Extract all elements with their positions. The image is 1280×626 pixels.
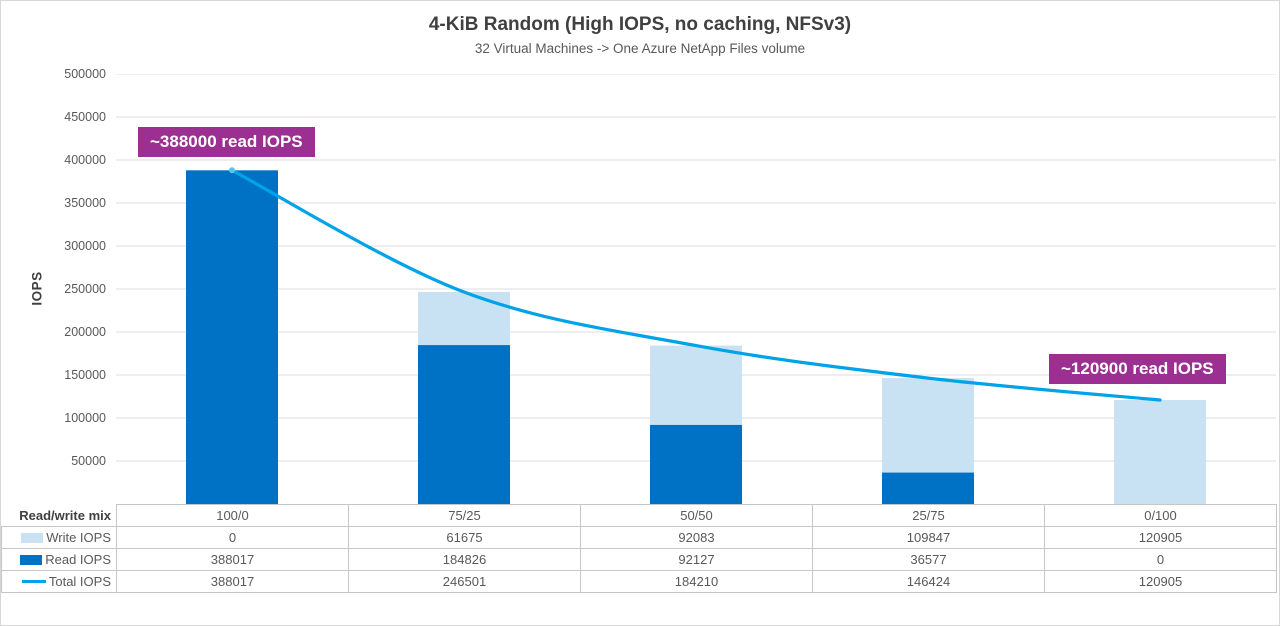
value-cell: 109847 — [812, 526, 1045, 549]
y-tick-label: 400000 — [64, 153, 106, 167]
value-cell: 146424 — [812, 570, 1045, 593]
value-cell: 61675 — [348, 526, 581, 549]
category-cell: 25/75 — [812, 504, 1045, 527]
read-iops-bar — [650, 424, 742, 504]
category-cell: 100/0 — [116, 504, 349, 527]
table-row-write-iops: Write IOPS 0 61675 92083 109847 120905 — [1, 526, 1277, 549]
table-row-total-iops: Total IOPS 388017 246501 184210 146424 1… — [1, 570, 1277, 593]
write-iops-bar — [650, 345, 742, 425]
value-cell: 36577 — [812, 548, 1045, 571]
write-iops-bar — [882, 378, 974, 473]
total-iops-line-marker — [229, 167, 235, 174]
y-tick-label: 450000 — [64, 110, 106, 124]
legend-write-iops: Write IOPS — [1, 526, 117, 549]
table-row-read-iops: Read IOPS 388017 184826 92127 36577 0 — [1, 548, 1277, 571]
read-iops-bar — [186, 170, 278, 504]
legend-total-iops: Total IOPS — [1, 570, 117, 593]
row-header-read-write-mix: Read/write mix — [1, 504, 117, 527]
write-iops-swatch — [21, 533, 44, 543]
legend-read-iops: Read IOPS — [1, 548, 117, 571]
read-iops-swatch — [20, 555, 43, 565]
y-tick-label: 50000 — [71, 454, 106, 468]
y-tick-label: 200000 — [64, 325, 106, 339]
value-cell: 92127 — [580, 548, 813, 571]
value-cell: 184210 — [580, 570, 813, 593]
plot-area — [116, 74, 1276, 504]
category-cell: 75/25 — [348, 504, 581, 527]
y-tick-label: 300000 — [64, 239, 106, 253]
y-tick-label: 250000 — [64, 282, 106, 296]
annotation-read-iops-low: ~120900 read IOPS — [1049, 354, 1226, 384]
total-iops-line — [230, 168, 1162, 402]
write-iops-bar — [418, 292, 510, 346]
value-cell: 184826 — [348, 548, 581, 571]
value-cell: 388017 — [116, 570, 349, 593]
y-tick-label: 350000 — [64, 196, 106, 210]
read-iops-bar — [882, 472, 974, 504]
legend-label: Read IOPS — [45, 552, 111, 567]
total-iops-swatch — [21, 580, 46, 583]
value-cell: 0 — [1044, 548, 1277, 571]
legend-label: Write IOPS — [46, 530, 111, 545]
value-cell: 246501 — [348, 570, 581, 593]
write-iops-bar — [1114, 400, 1206, 504]
chart-subtitle: 32 Virtual Machines -> One Azure NetApp … — [474, 41, 806, 56]
value-cell: 92083 — [580, 526, 813, 549]
value-cell: 0 — [116, 526, 349, 549]
table-row-categories: Read/write mix 100/0 75/25 50/50 25/75 0… — [1, 504, 1277, 527]
value-cell: 120905 — [1044, 526, 1277, 549]
value-cell: 388017 — [116, 548, 349, 571]
read-iops-bar — [418, 345, 510, 504]
category-cell: 0/100 — [1044, 504, 1277, 527]
chart-title: 4-KiB Random (High IOPS, no caching, NFS… — [428, 14, 852, 35]
legend-label: Total IOPS — [48, 574, 111, 589]
y-tick-label: 500000 — [64, 67, 106, 81]
chart-data-table: Read/write mix 100/0 75/25 50/50 25/75 0… — [1, 504, 1277, 593]
y-tick-label: 150000 — [64, 368, 106, 382]
y-tick-label: 100000 — [64, 411, 106, 425]
category-cell: 50/50 — [580, 504, 813, 527]
value-cell: 120905 — [1044, 570, 1277, 593]
annotation-read-iops-high: ~388000 read IOPS — [138, 127, 315, 157]
